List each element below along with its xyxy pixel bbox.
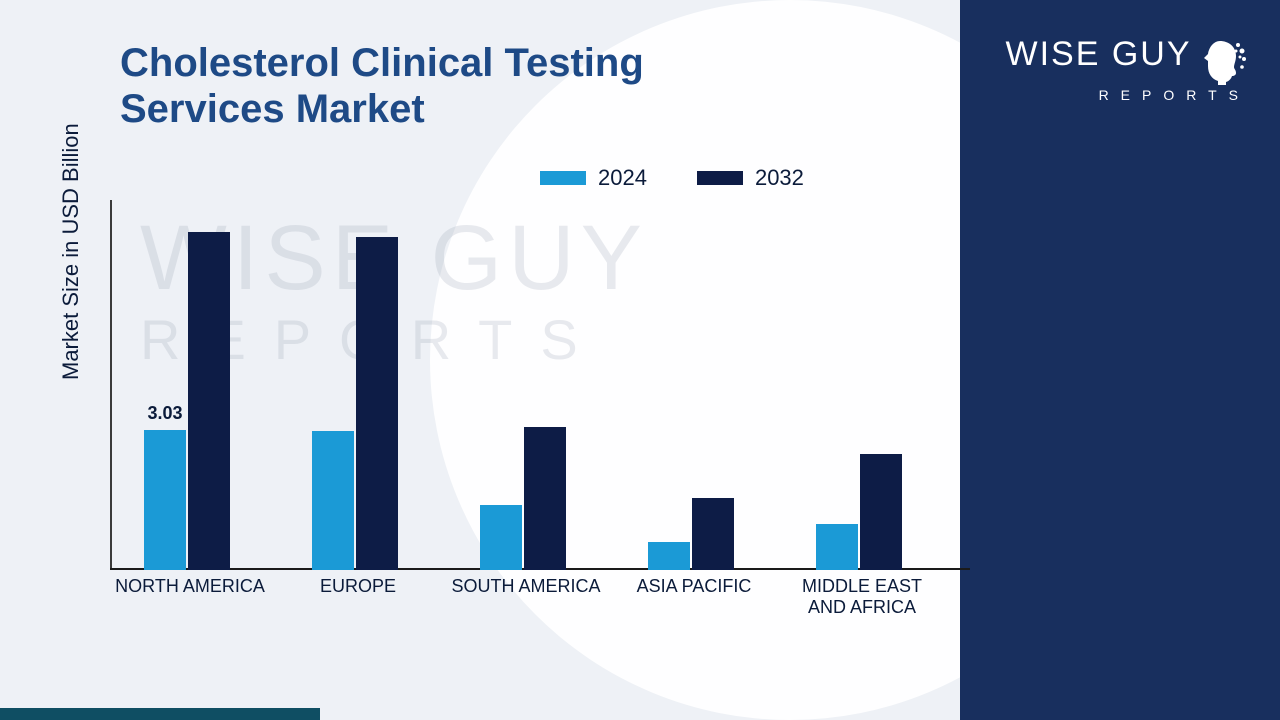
- bar: [188, 232, 230, 570]
- chart-legend: 2024 2032: [540, 165, 804, 191]
- legend-swatch: [540, 171, 586, 185]
- chart-title: Cholesterol Clinical Testing Services Ma…: [120, 40, 760, 132]
- brand-head-icon: [1202, 37, 1250, 85]
- legend-label: 2032: [755, 165, 804, 191]
- bar: [312, 431, 354, 570]
- category-label: SOUTH AMERICA: [446, 570, 606, 597]
- category-label: MIDDLE EAST AND AFRICA: [782, 570, 942, 617]
- legend-item-2032: 2032: [697, 165, 804, 191]
- brand-name: WISE GUY: [1006, 35, 1192, 73]
- y-axis-line: [110, 200, 112, 570]
- legend-swatch: [697, 171, 743, 185]
- chart-plot-area: 3.03NORTH AMERICAEUROPESOUTH AMERICAASIA…: [110, 200, 970, 570]
- bar: [356, 237, 398, 570]
- category-label: EUROPE: [278, 570, 438, 597]
- bar: [860, 454, 902, 570]
- bar-value-label: 3.03: [135, 403, 195, 424]
- bar: [816, 524, 858, 570]
- decor-bottom-bar: [0, 708, 320, 720]
- chart-card: WISE GUY REPORTS Cholesterol Clinical Tes…: [0, 0, 1280, 720]
- brand-sidebar: [960, 0, 1280, 720]
- legend-item-2024: 2024: [540, 165, 647, 191]
- bar: [144, 430, 186, 570]
- brand-logo: WISE GUY REPORTS: [1006, 35, 1250, 103]
- bar: [480, 505, 522, 570]
- category-label: ASIA PACIFIC: [614, 570, 774, 597]
- legend-label: 2024: [598, 165, 647, 191]
- brand-sub: REPORTS: [1006, 87, 1250, 103]
- bar: [648, 542, 690, 570]
- y-axis-label: Market Size in USD Billion: [58, 123, 84, 380]
- bar: [692, 498, 734, 570]
- bar: [524, 427, 566, 570]
- category-label: NORTH AMERICA: [110, 570, 270, 597]
